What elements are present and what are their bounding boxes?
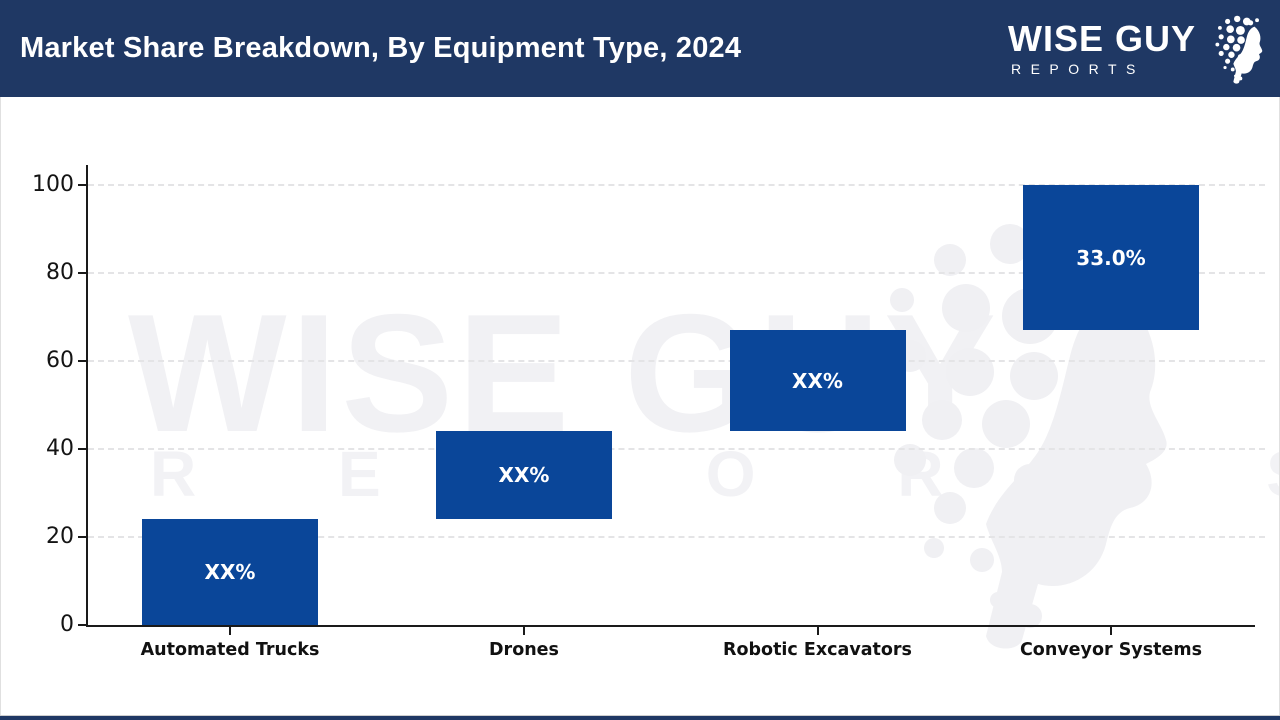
category-label: Drones	[489, 640, 559, 660]
x-tick-mark	[523, 627, 525, 635]
y-tick-label: 20	[46, 524, 74, 549]
brand-logo: WISE GUY REPORTS	[1008, 10, 1266, 88]
footer-bar	[0, 715, 1280, 720]
y-tick-label: 40	[46, 436, 74, 461]
y-axis-line	[86, 165, 88, 627]
category-label: Robotic Excavators	[723, 640, 912, 660]
bar-automated-trucks: XX%	[142, 519, 318, 625]
bar-drones: XX%	[436, 431, 612, 520]
gridline	[88, 184, 1265, 186]
gridline	[88, 272, 1265, 274]
y-tick-mark	[78, 536, 87, 538]
bar-value-label: XX%	[204, 560, 256, 585]
bar-value-label: XX%	[498, 463, 550, 488]
x-tick-mark	[816, 627, 819, 635]
logo-wordmark: WISE GUY	[1007, 17, 1196, 59]
y-tick-label: 0	[60, 612, 74, 637]
bar-conveyor-systems: 33.0%	[1023, 185, 1199, 331]
y-tick-mark	[78, 272, 87, 274]
bar-robotic-excavators: XX%	[729, 330, 906, 432]
x-tick-mark	[229, 627, 231, 635]
category-label: Automated Trucks	[140, 640, 320, 660]
category-label: Conveyor Systems	[1019, 640, 1203, 660]
left-border	[0, 97, 1, 715]
y-tick-mark	[78, 184, 87, 186]
gridline	[88, 536, 1265, 538]
logo-subtitle: REPORTS	[1010, 60, 1145, 77]
y-tick-label: 60	[46, 348, 74, 373]
gridline	[88, 448, 1265, 450]
x-axis-line	[86, 625, 1255, 627]
chart-title: Market Share Breakdown, By Equipment Typ…	[20, 32, 742, 64]
y-tick-mark	[78, 624, 87, 626]
gridline	[88, 360, 1265, 362]
logo-face-icon	[1202, 10, 1266, 88]
y-tick-mark	[78, 360, 87, 362]
x-tick-mark	[1110, 627, 1112, 635]
y-tick-mark	[78, 448, 87, 450]
y-tick-label: 100	[32, 172, 74, 197]
bar-value-label: XX%	[792, 368, 843, 393]
y-tick-label: 80	[46, 260, 74, 285]
header-bar: Market Share Breakdown, By Equipment Typ…	[0, 0, 1280, 97]
bar-value-label: 33.0%	[1076, 245, 1146, 270]
